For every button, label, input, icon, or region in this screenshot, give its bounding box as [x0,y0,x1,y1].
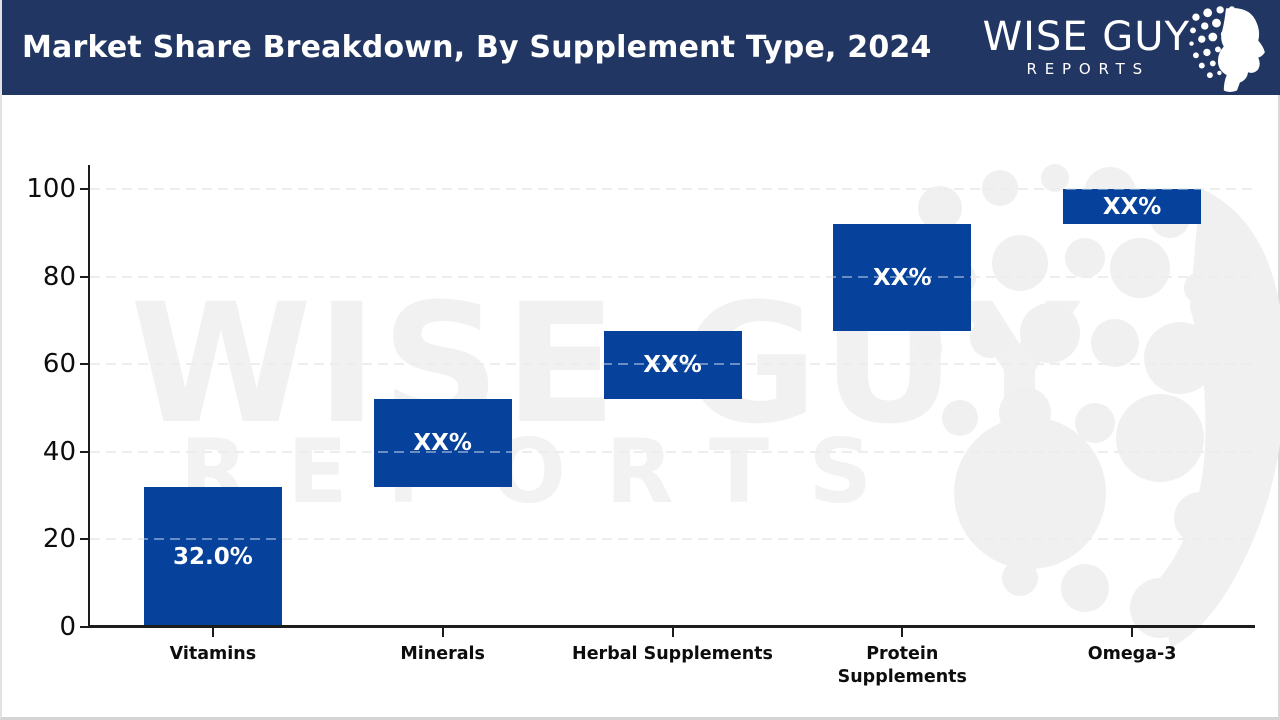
y-tick-60 [80,363,89,366]
bar-value-label-minerals: XX% [413,430,472,457]
bar-minerals [373,399,512,487]
gridline-overlay-80 [90,275,1257,278]
bar-omega-3 [1063,189,1202,225]
header: Market Share Breakdown, By Supplement Ty… [2,0,1280,95]
gridline-overlay-60 [90,363,1257,366]
y-axis-line [88,165,90,627]
y-tick-label: 40 [42,436,76,467]
x-tick-label-minerals: Minerals [400,644,485,664]
watermark-subtext: REPORTS [180,420,912,523]
bar-protein-supplements [833,224,972,332]
brand-face-icon [1189,5,1265,92]
y-tick-100 [80,188,89,190]
brand-logo-text: WISE GUY REPORTS [983,17,1190,78]
y-tick-label: 80 [42,261,76,292]
gridline-overlay-100 [90,188,1257,190]
y-tick-80 [80,275,89,278]
y-tick-20 [80,538,89,541]
gridline-overlay-40 [90,450,1257,453]
x-tick-label-protein-supplements: Protein Supplements [837,644,967,687]
bar-herbal-supplements [603,331,742,400]
gridline-20 [90,538,1257,541]
y-tick-0 [80,626,89,628]
bar-value-label-vitamins: 32.0% [172,543,253,570]
gridline-overlay-20 [90,538,1257,541]
x-tick-protein-supplements [901,628,904,637]
x-tick-label-herbal-supplements: Herbal Supplements [572,644,773,664]
x-tick-omega-3 [1131,628,1134,637]
bar-vitamins [143,486,282,627]
x-tick-label-vitamins: Vitamins [169,644,257,664]
x-tick-label-omega-3: Omega-3 [1087,644,1177,664]
bar-value-label-protein-supplements: XX% [873,264,932,291]
y-tick-label: 100 [26,174,76,204]
y-tick-label: 20 [42,524,76,555]
x-axis-line [88,625,1255,628]
gridline-100 [90,188,1257,190]
brand-logo: WISE GUY REPORTS [983,4,1268,92]
x-tick-vitamins [211,628,214,637]
bar-value-label-omega-3: XX% [1102,193,1162,220]
waterfall-chart: 0 20 40 60 80 100 32.0% XX% XX% XX% XX% Vitamins Min… [2,95,1280,720]
gridline-80 [90,275,1257,278]
page-title: Market Share Breakdown, By Supplement Ty… [22,30,932,65]
gridline-40 [90,450,1257,453]
x-tick-herbal-supplements [671,628,674,637]
x-tick-minerals [441,628,444,637]
brand-name: WISE GUY [982,14,1190,60]
brand-subtitle: REPORTS [1026,60,1150,78]
y-tick-label: 60 [42,349,76,380]
y-tick-40 [80,450,89,453]
y-tick-label: 0 [59,612,76,642]
bar-value-label-herbal-supplements: XX% [643,352,702,379]
